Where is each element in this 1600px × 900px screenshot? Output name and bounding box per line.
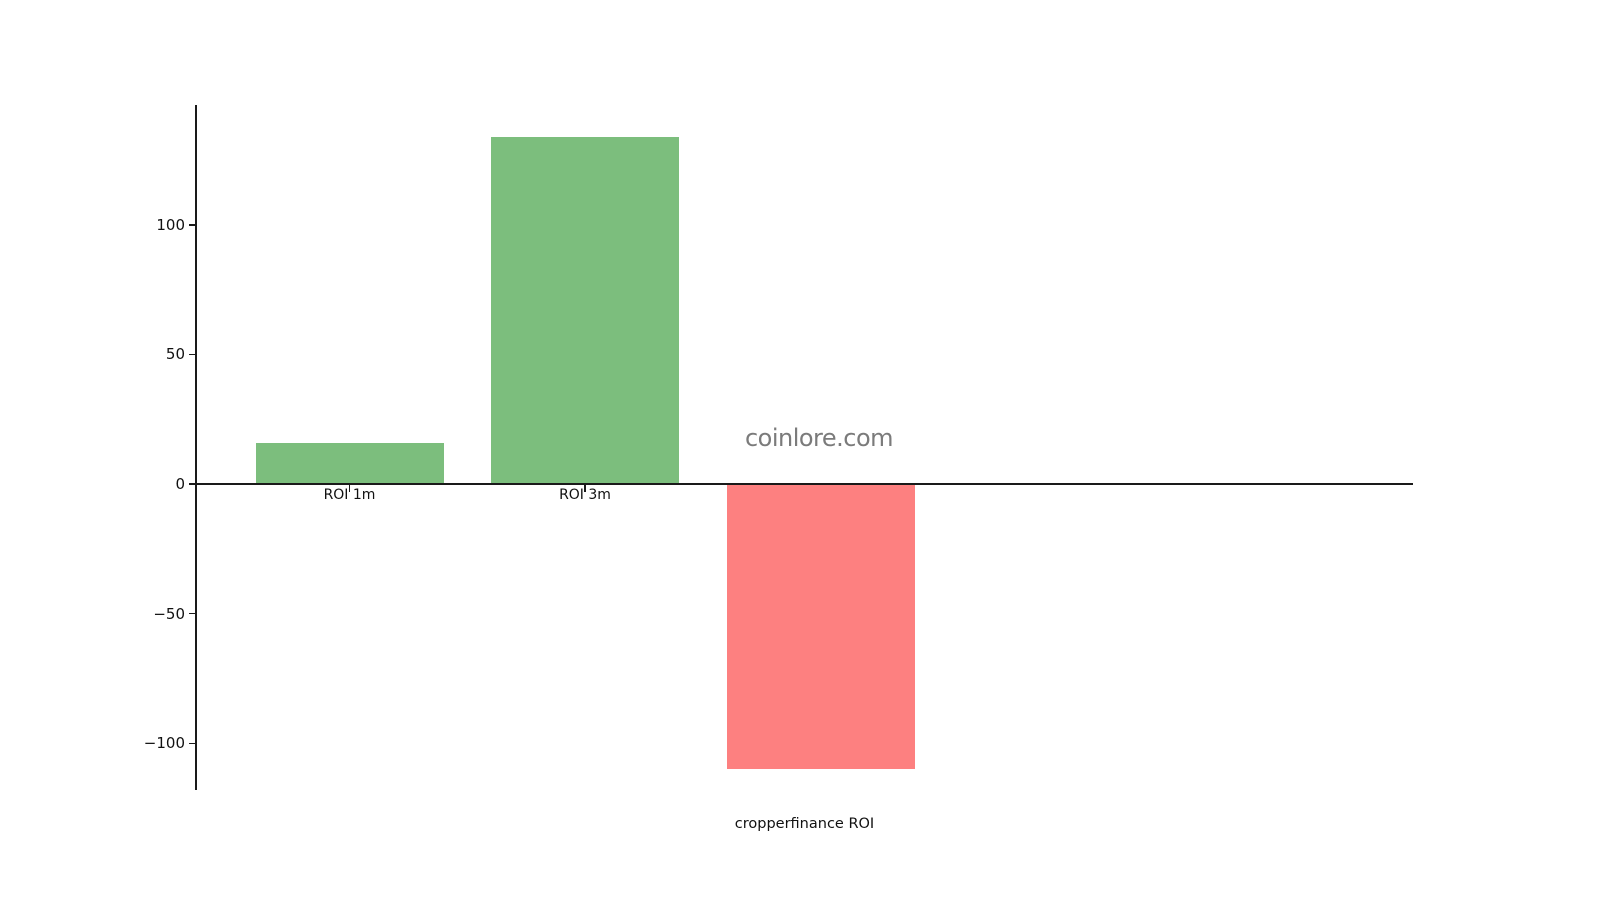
watermark-text: coinlore.com <box>744 424 894 452</box>
plot-area: 100 50 0 −50 −100 ROI 1m ROI 3m coinlore.com <box>144 105 1413 790</box>
bar-roi-3m <box>491 136 679 485</box>
y-tick-mark <box>189 483 195 485</box>
chart-title: cropperfinance ROI <box>734 816 875 832</box>
y-tick-label: 100 <box>156 215 185 234</box>
x-tick-label-roi-1m: ROI 1m <box>323 487 376 504</box>
bar-negative <box>726 484 915 770</box>
y-tick-mark <box>189 742 195 745</box>
y-tick-label: −50 <box>153 604 185 623</box>
y-tick-label: 0 <box>175 475 185 494</box>
x-axis-zero-line <box>196 483 1413 485</box>
y-tick-label: −100 <box>143 734 185 753</box>
y-tick-mark <box>189 353 195 356</box>
bar-roi-1m <box>255 442 444 485</box>
y-axis-line <box>195 105 197 790</box>
y-tick-label: 50 <box>165 345 185 364</box>
x-tick-mark <box>584 484 586 493</box>
y-tick-mark <box>189 612 195 615</box>
x-tick-mark <box>348 484 351 493</box>
x-tick-label-roi-3m: ROI 3m <box>559 487 611 504</box>
y-tick-mark <box>189 223 195 226</box>
